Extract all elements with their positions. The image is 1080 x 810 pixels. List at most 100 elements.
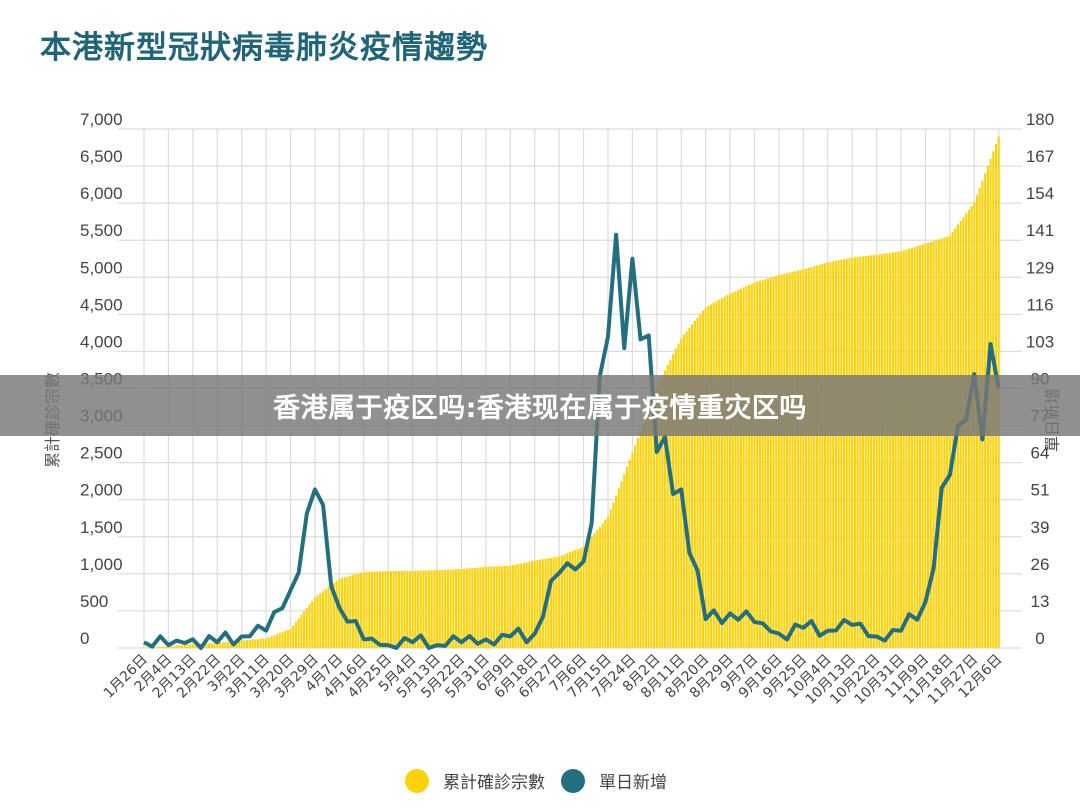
legend-item-cumulative[interactable]: 累計確診宗數 (405, 768, 545, 793)
cumulative-bar (400, 570, 403, 648)
cumulative-bar (788, 272, 791, 648)
cumulative-bar (878, 254, 881, 648)
cumulative-bar (642, 423, 645, 648)
cumulative-bar (482, 567, 485, 648)
cumulative-bar (536, 560, 539, 648)
cumulative-bar (579, 547, 582, 648)
cumulative-bar (330, 584, 333, 648)
cumulative-bar (729, 293, 732, 648)
cumulative-bar (772, 276, 775, 648)
cumulative-bar (677, 343, 680, 648)
cumulative-bar (259, 638, 262, 648)
cumulative-bar (563, 554, 566, 648)
cumulative-bar (913, 247, 916, 648)
cumulative-bar (194, 643, 197, 648)
cumulative-bar (796, 270, 799, 648)
legend-item-daily[interactable]: 單日新增 (561, 768, 667, 793)
cumulative-bar (170, 646, 173, 648)
cumulative-bar (674, 348, 677, 648)
cumulative-bar (224, 642, 227, 648)
cumulative-bar (864, 255, 867, 648)
cumulative-bar (503, 565, 506, 648)
y-tick-right: 116 (1026, 295, 1053, 314)
cumulative-bar (365, 571, 368, 648)
cumulative-bar (623, 474, 626, 648)
cumulative-bar (473, 567, 477, 648)
cumulative-bar (490, 566, 493, 648)
cumulative-bar (813, 266, 816, 648)
cumulative-bar (875, 254, 878, 648)
cumulative-bar (322, 591, 325, 648)
cumulative-bar (918, 245, 922, 649)
cumulative-bar (468, 568, 471, 648)
y-tick-left: 2,000 (80, 481, 123, 500)
cumulative-bar (346, 576, 349, 648)
cumulative-bar (783, 273, 786, 648)
cumulative-bar (848, 258, 851, 648)
cumulative-bar (441, 569, 444, 648)
cumulative-bar (574, 549, 577, 648)
cumulative-bar (522, 562, 525, 648)
cumulative-bar (818, 264, 821, 648)
cumulative-bar (753, 282, 756, 648)
cumulative-bar (438, 570, 441, 648)
cumulative-bar (313, 597, 316, 648)
y-tick-left: 4,000 (80, 332, 123, 351)
cumulative-bar (305, 607, 308, 648)
cumulative-bar (609, 509, 612, 648)
cumulative-bar (397, 570, 401, 648)
cumulative-bar (403, 570, 406, 648)
cumulative-bar (191, 643, 194, 648)
cumulative-bar (178, 645, 181, 648)
cumulative-bar (791, 271, 794, 648)
y-tick-left: 6,000 (80, 184, 123, 203)
cumulative-bar (891, 252, 894, 648)
cumulative-bar (408, 570, 411, 648)
cumulative-bar (929, 241, 932, 648)
cumulative-bar (639, 430, 642, 648)
cumulative-bar (734, 291, 737, 648)
cumulative-bar (454, 569, 458, 648)
cumulative-bar (492, 566, 496, 648)
cumulative-bar (794, 271, 797, 648)
y-tick-left: 2,500 (80, 444, 123, 463)
cumulative-bar (430, 570, 433, 648)
cumulative-bar (463, 568, 466, 648)
cumulative-bar (617, 488, 620, 648)
cumulative-bar (205, 643, 208, 648)
cumulative-bar (435, 570, 439, 648)
cumulative-bar (381, 571, 384, 648)
cumulative-bar (943, 237, 946, 648)
y-tick-right: 51 (1031, 481, 1050, 500)
cumulative-bar (506, 565, 509, 648)
cumulative-bar (655, 386, 658, 648)
y-tick-right: 0 (1035, 629, 1044, 648)
cumulative-bar (286, 630, 289, 648)
cumulative-bar (723, 296, 726, 648)
cumulative-bar (558, 556, 561, 648)
cumulative-bar (218, 642, 222, 648)
cumulative-bar (840, 259, 843, 648)
cumulative-bar (246, 640, 249, 648)
cumulative-bar (484, 566, 487, 648)
cumulative-bar (761, 280, 764, 648)
cumulative-bar (946, 236, 949, 648)
y-tick-right: 26 (1031, 555, 1050, 574)
cumulative-bar (210, 643, 213, 648)
banner-text: 香港属于疫区吗:香港现在属于疫情重灾区吗 (273, 393, 807, 424)
cumulative-bar (251, 639, 254, 648)
cumulative-bar (718, 299, 721, 648)
legend-yellow-dot-icon (405, 768, 429, 793)
cumulative-bar (927, 242, 930, 648)
cumulative-bar (256, 639, 260, 648)
cumulative-bar (826, 262, 829, 648)
cumulative-bar (821, 263, 824, 648)
y-tick-left: 7,000 (80, 110, 123, 129)
cumulative-bar (916, 246, 919, 648)
cumulative-bar (571, 551, 574, 648)
cumulative-bar (471, 568, 474, 648)
cumulative-bar (379, 571, 382, 648)
cumulative-bar (701, 310, 705, 648)
cumulative-bar (338, 578, 341, 648)
cumulative-bar (278, 633, 281, 648)
